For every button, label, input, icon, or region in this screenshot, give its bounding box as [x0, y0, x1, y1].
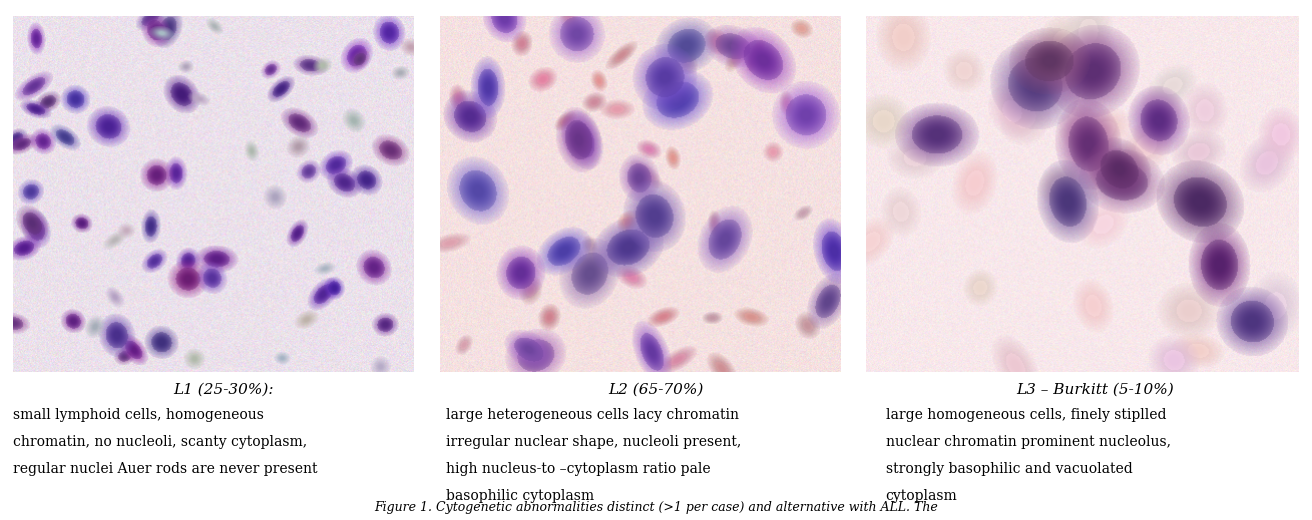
- Text: large homogeneous cells, finely stiplled: large homogeneous cells, finely stiplled: [886, 408, 1166, 422]
- Text: basophilic cytoplasm: basophilic cytoplasm: [446, 489, 594, 503]
- Text: chromatin, no nucleoli, scanty cytoplasm,: chromatin, no nucleoli, scanty cytoplasm…: [13, 435, 307, 449]
- Text: regular nuclei Auer rods are never present: regular nuclei Auer rods are never prese…: [13, 462, 318, 476]
- Text: high nucleus-to –cytoplasm ratio pale: high nucleus-to –cytoplasm ratio pale: [446, 462, 711, 476]
- Text: cytoplasm: cytoplasm: [886, 489, 958, 503]
- Text: nuclear chromatin prominent nucleolus,: nuclear chromatin prominent nucleolus,: [886, 435, 1170, 449]
- Text: L1 (25-30%):: L1 (25-30%):: [173, 382, 273, 396]
- Text: Figure 1. Cytogenetic abnormalities distinct (>1 per case) and alternative with : Figure 1. Cytogenetic abnormalities dist…: [374, 501, 938, 514]
- Text: strongly basophilic and vacuolated: strongly basophilic and vacuolated: [886, 462, 1132, 476]
- Text: small lymphoid cells, homogeneous: small lymphoid cells, homogeneous: [13, 408, 264, 422]
- Text: large heterogeneous cells lacy chromatin: large heterogeneous cells lacy chromatin: [446, 408, 739, 422]
- Text: L2 (65-70%): L2 (65-70%): [609, 382, 703, 396]
- Text: irregular nuclear shape, nucleoli present,: irregular nuclear shape, nucleoli presen…: [446, 435, 741, 449]
- Text: L3 – Burkitt (5-10%): L3 – Burkitt (5-10%): [1017, 382, 1174, 396]
